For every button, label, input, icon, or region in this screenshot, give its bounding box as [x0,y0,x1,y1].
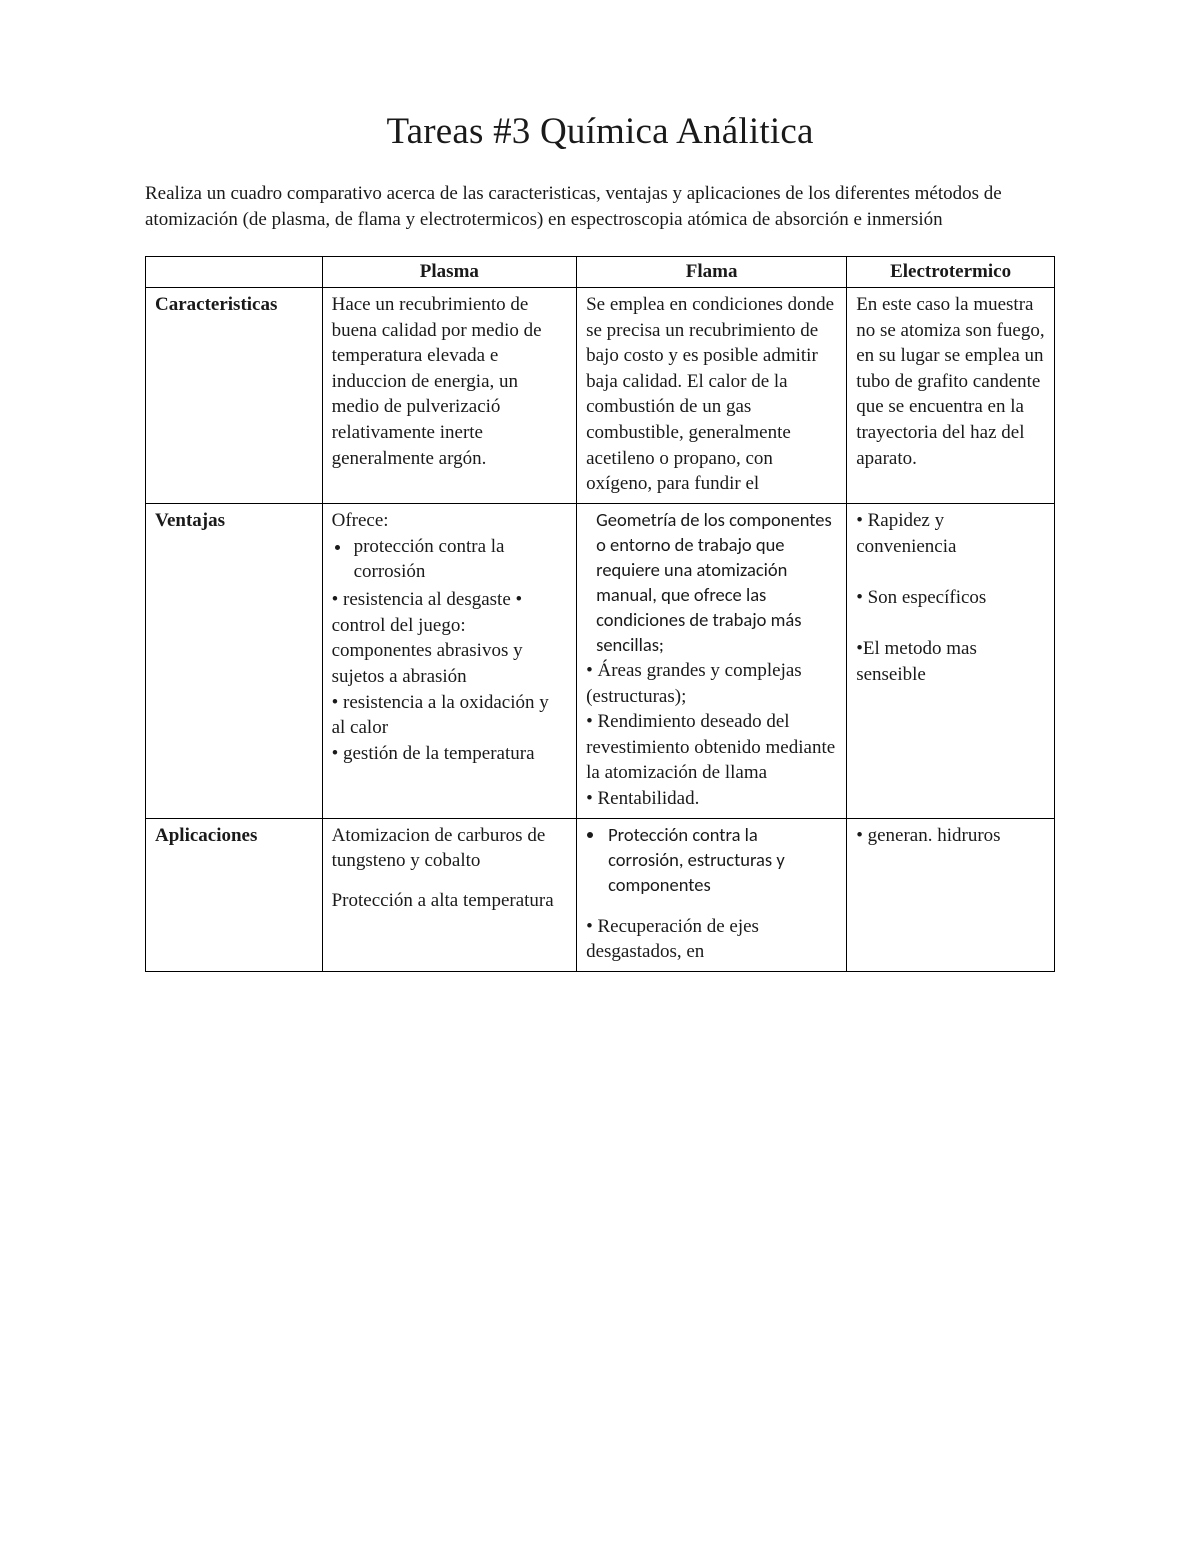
ventajas-plasma-list: protección contra la corrosión [352,534,568,585]
ventajas-flama-rest: • Áreas grandes y complejas (estructuras… [586,658,837,812]
header-blank [146,257,323,288]
cell-caract-electro: En este caso la muestra no se atomiza so… [847,287,1055,503]
table-row: Aplicaciones Atomizacion de carburos de … [146,818,1055,971]
cell-ventajas-flama: Geometría de los componentes o entorno d… [577,504,847,819]
cell-aplic-plasma: Atomizacion de carburos de tungsteno y c… [322,818,577,971]
aplic-flama-list: Protección contra la corrosión, estructu… [606,823,837,898]
table-row: Caracteristicas Hace un recubrimiento de… [146,287,1055,503]
header-flama: Flama [577,257,847,288]
row-label-aplicaciones: Aplicaciones [146,818,323,971]
spacer [332,874,568,888]
aplic-plasma-p2: Protección a alta temperatura [332,888,568,914]
ventajas-flama-alt: Geometría de los componentes o entorno d… [596,508,837,658]
document-page: Tareas #3 Química Análitica Realiza un c… [0,0,1200,1553]
spacer [586,900,837,914]
comparison-table: Plasma Flama Electrotermico Caracteristi… [145,256,1055,972]
aplic-flama-rest: • Recuperación de ejes desgastados, en [586,914,837,965]
aplic-plasma-p1: Atomizacion de carburos de tungsteno y c… [332,823,568,874]
cell-ventajas-plasma: Ofrece: protección contra la corrosión •… [322,504,577,819]
intro-paragraph: Realiza un cuadro comparativo acerca de … [145,181,1055,232]
cell-caract-flama: Se emplea en condiciones donde se precis… [577,287,847,503]
cell-aplic-electro: • generan. hidruros [847,818,1055,971]
row-label-ventajas: Ventajas [146,504,323,819]
list-item: Protección contra la corrosión, estructu… [606,823,837,898]
table-header-row: Plasma Flama Electrotermico [146,257,1055,288]
table-row: Ventajas Ofrece: protección contra la co… [146,504,1055,819]
cell-ventajas-electro: • Rapidez y conveniencia • Son específic… [847,504,1055,819]
page-title: Tareas #3 Química Análitica [145,110,1055,153]
cell-aplic-flama: Protección contra la corrosión, estructu… [577,818,847,971]
header-electro: Electrotermico [847,257,1055,288]
ventajas-plasma-rest: • resistencia al desgaste • control del … [332,587,568,766]
ventajas-plasma-lead: Ofrece: [332,508,568,534]
list-item: protección contra la corrosión [352,534,568,585]
row-label-caracteristicas: Caracteristicas [146,287,323,503]
cell-caract-plasma: Hace un recubrimiento de buena calidad p… [322,287,577,503]
header-plasma: Plasma [322,257,577,288]
